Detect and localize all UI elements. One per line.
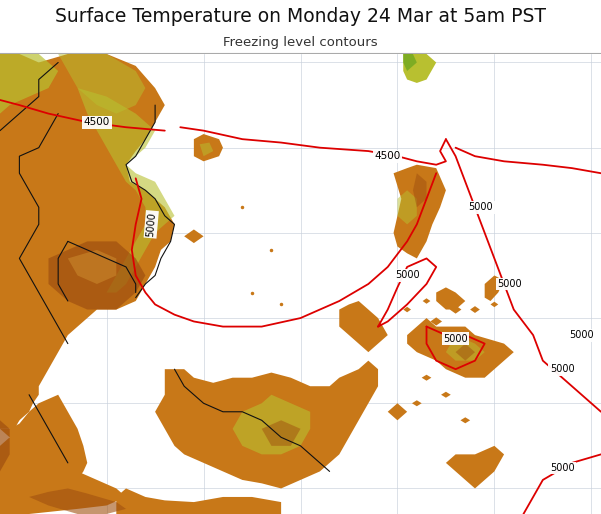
- Text: 5000: 5000: [498, 279, 522, 289]
- Polygon shape: [403, 54, 417, 71]
- Polygon shape: [460, 417, 470, 423]
- Text: 5000: 5000: [469, 203, 493, 212]
- Polygon shape: [68, 250, 117, 284]
- Polygon shape: [49, 242, 145, 309]
- Polygon shape: [155, 361, 378, 488]
- Text: 4500: 4500: [84, 117, 110, 127]
- Polygon shape: [446, 335, 484, 361]
- Polygon shape: [450, 305, 462, 314]
- Polygon shape: [261, 420, 300, 446]
- Polygon shape: [397, 190, 417, 224]
- Polygon shape: [0, 54, 174, 429]
- Polygon shape: [200, 142, 213, 156]
- Text: 5000: 5000: [444, 334, 468, 343]
- Polygon shape: [117, 488, 281, 514]
- Polygon shape: [423, 298, 430, 304]
- Text: 5000: 5000: [395, 270, 419, 281]
- Text: 4500: 4500: [374, 151, 401, 161]
- Polygon shape: [0, 420, 10, 471]
- Polygon shape: [407, 318, 514, 378]
- Text: 5000: 5000: [145, 212, 157, 237]
- Polygon shape: [403, 54, 436, 83]
- Text: 5000: 5000: [550, 463, 575, 473]
- Polygon shape: [0, 395, 126, 514]
- Polygon shape: [0, 54, 58, 114]
- Polygon shape: [78, 88, 174, 292]
- Polygon shape: [441, 392, 451, 398]
- Polygon shape: [388, 403, 407, 420]
- Polygon shape: [470, 306, 480, 313]
- Polygon shape: [422, 375, 432, 381]
- Polygon shape: [436, 287, 465, 309]
- Text: 5000: 5000: [550, 364, 575, 374]
- Polygon shape: [233, 395, 310, 454]
- Polygon shape: [403, 307, 411, 313]
- Polygon shape: [58, 54, 145, 114]
- Polygon shape: [394, 164, 446, 259]
- Polygon shape: [430, 317, 442, 325]
- Polygon shape: [184, 229, 204, 243]
- Polygon shape: [194, 134, 223, 161]
- Text: Freezing level contours: Freezing level contours: [223, 35, 378, 49]
- Polygon shape: [29, 488, 126, 514]
- Polygon shape: [412, 400, 422, 406]
- Polygon shape: [490, 302, 498, 307]
- Polygon shape: [446, 446, 504, 488]
- Text: 5000: 5000: [569, 330, 594, 340]
- Polygon shape: [413, 173, 427, 207]
- Polygon shape: [456, 344, 475, 361]
- Polygon shape: [340, 301, 388, 352]
- Polygon shape: [0, 395, 87, 488]
- Text: Surface Temperature on Monday 24 Mar at 5am PST: Surface Temperature on Monday 24 Mar at …: [55, 7, 546, 26]
- Polygon shape: [484, 276, 504, 301]
